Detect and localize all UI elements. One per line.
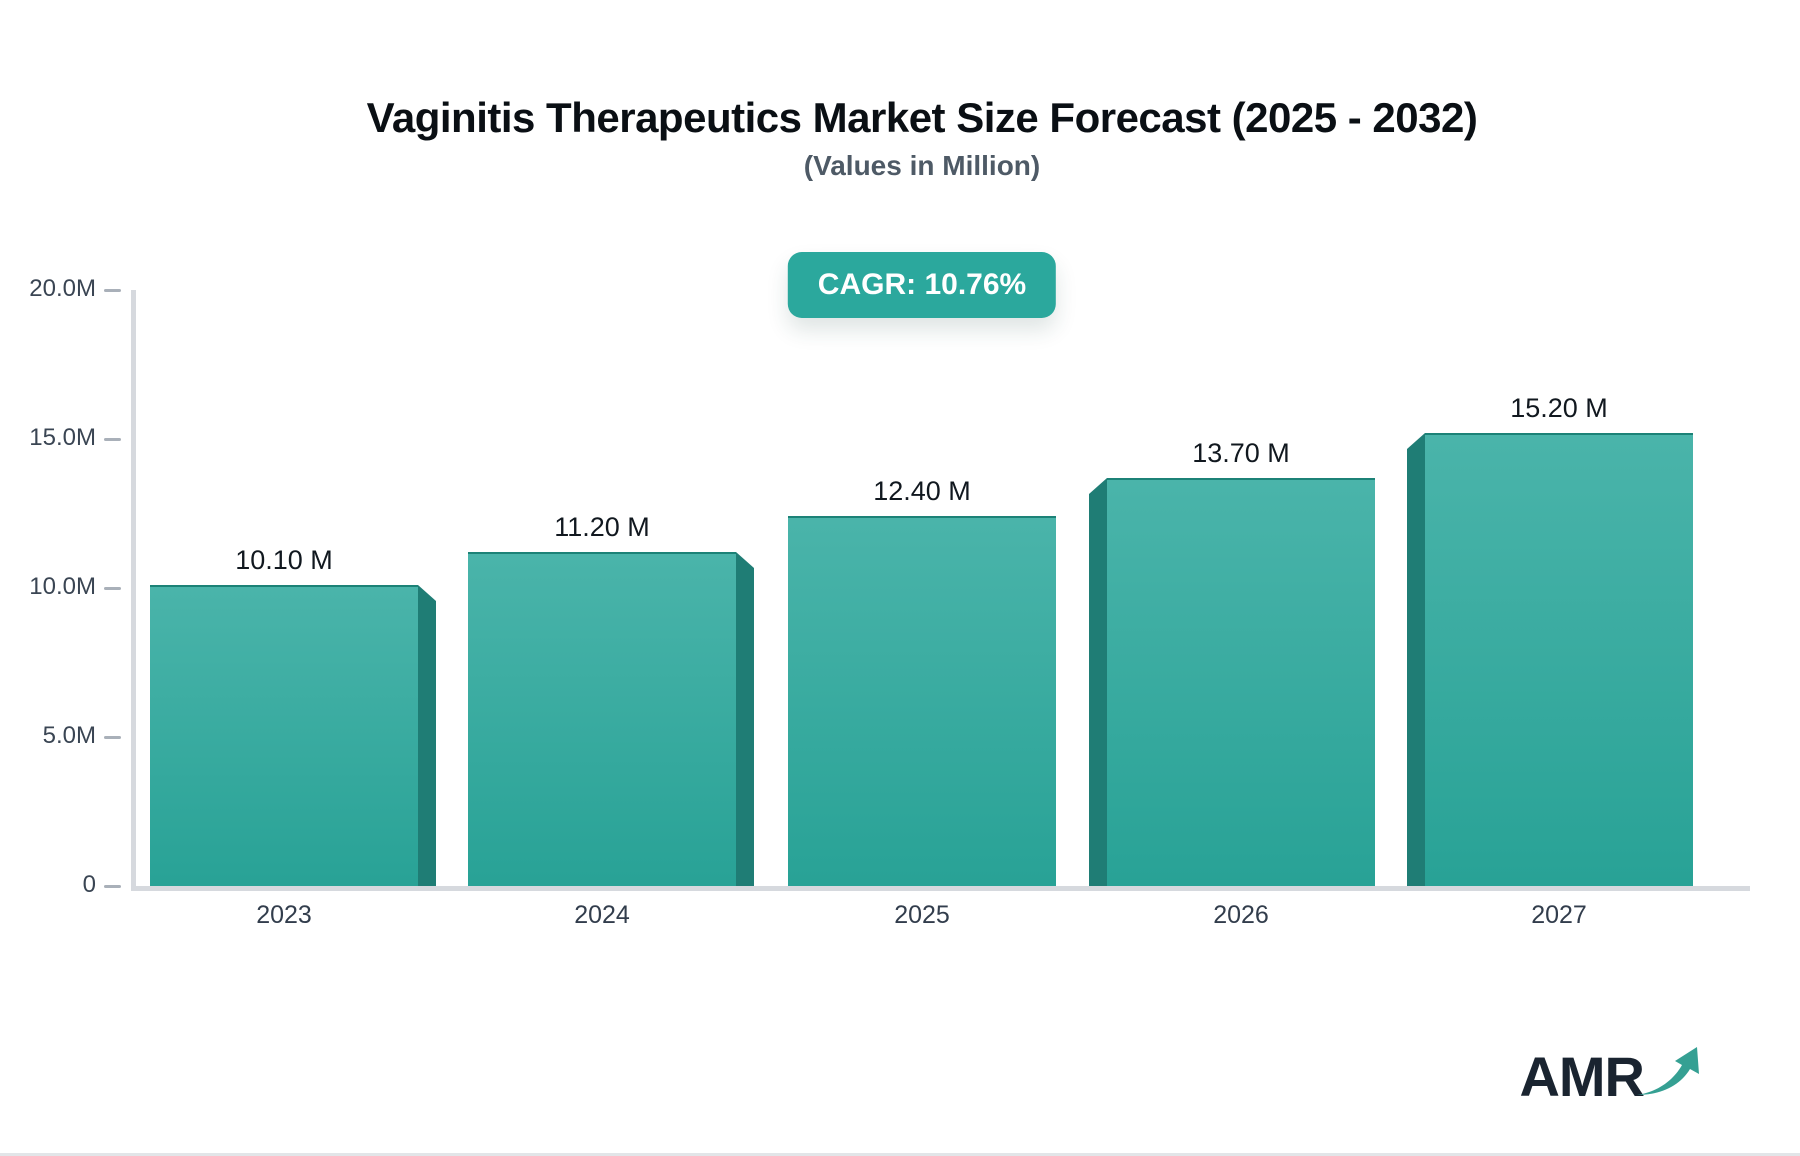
bar-2024 [468,552,736,886]
bar-value-label: 15.20 M [1510,393,1608,423]
y-tick-label: 10.0M [29,573,96,600]
cagr-badge: CAGR: 10.76% [787,252,1057,318]
y-axis-line [131,290,136,891]
y-tick-mark [104,885,121,888]
amr-logo-text: AMR [1519,1045,1645,1108]
x-axis-label: 2024 [574,901,630,929]
y-tick-label: 0 [82,871,96,898]
bar-value-label: 12.40 M [873,476,971,506]
bar-side-face [1089,478,1107,886]
y-tick-label: 5.0M [42,722,96,749]
bar-side-face [418,585,436,886]
y-tick-mark [104,587,121,590]
x-axis-label: 2027 [1531,901,1587,929]
chart-subtitle: (Values in Million) [803,150,1041,181]
y-tick-label: 15.0M [29,424,96,451]
bar-side-face [1407,433,1425,886]
bar-value-label: 13.70 M [1192,438,1290,468]
chart-title: Vaginitis Therapeutics Market Size Forec… [366,94,1478,141]
y-tick-mark [104,438,121,441]
bar-side-face [736,552,754,886]
bar-2023 [150,585,418,886]
y-tick-mark [104,289,121,292]
x-axis-label: 2023 [256,901,312,929]
bar-2025 [788,516,1056,886]
x-axis-label: 2026 [1213,901,1269,929]
y-tick-label: 20.0M [29,275,96,302]
bar-2027 [1425,433,1693,886]
y-tick-mark [104,736,121,739]
bar-value-label: 10.10 M [235,545,333,575]
amr-logo: AMR [1519,1046,1700,1105]
bar-value-label: 11.20 M [554,512,650,542]
x-axis-label: 2025 [894,901,950,929]
bar-2026 [1107,478,1375,886]
trend-up-arrow-icon [1636,1046,1700,1103]
x-axis-line [131,886,1750,891]
